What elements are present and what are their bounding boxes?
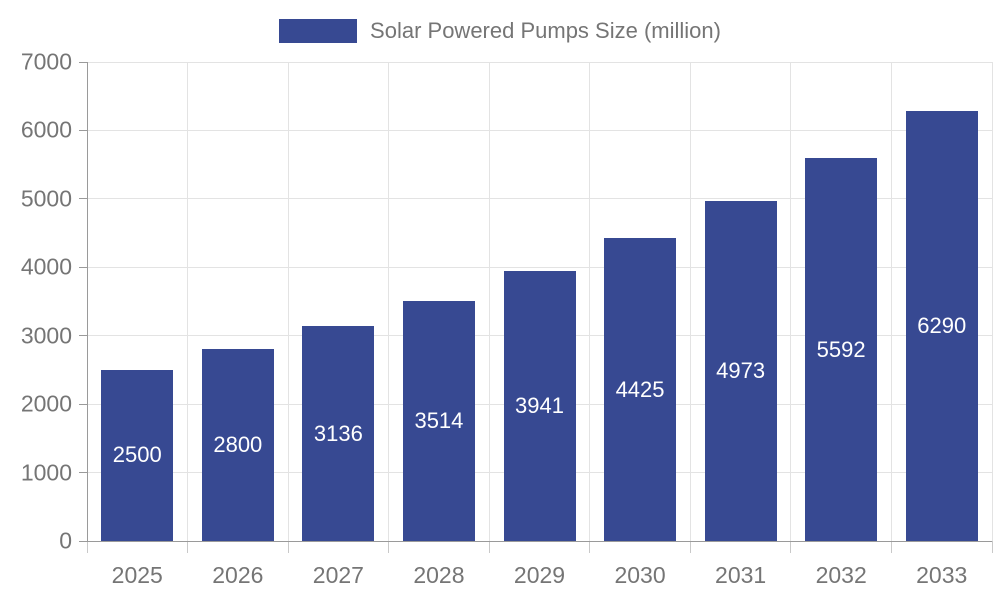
bar-2031[interactable]	[704, 200, 777, 541]
bar-2025[interactable]	[101, 369, 174, 541]
x-axis-tick	[388, 541, 390, 553]
y-axis-label: 0	[59, 527, 72, 554]
x-axis-tick	[689, 541, 691, 553]
x-axis-line	[79, 541, 992, 542]
x-axis-tick	[287, 541, 289, 553]
bar-value-label: 4425	[615, 376, 665, 402]
y-axis-label: 1000	[20, 459, 72, 486]
bar-2028[interactable]	[402, 300, 475, 541]
x-gridline	[890, 62, 892, 541]
x-axis-tick	[86, 541, 88, 553]
y-axis-label: 7000	[20, 48, 72, 75]
bar-value-label: 3136	[313, 420, 363, 446]
x-gridline	[287, 62, 289, 541]
bar-value-label: 6290	[917, 312, 967, 338]
x-axis-tick	[488, 541, 490, 553]
x-axis-label: 2030	[614, 562, 666, 588]
y-axis-tick	[79, 198, 87, 200]
x-axis-label: 2033	[916, 562, 968, 588]
x-axis-label: 2032	[815, 562, 867, 588]
x-axis-label: 2031	[715, 562, 767, 588]
chart-legend[interactable]: Solar Powered Pumps Size (million)	[0, 14, 1000, 48]
bar-2032[interactable]	[805, 158, 878, 541]
x-gridline	[388, 62, 390, 541]
y-gridline	[87, 198, 992, 200]
x-axis-tick	[991, 541, 993, 553]
y-gridline	[87, 266, 992, 268]
x-gridline	[589, 62, 591, 541]
bar-value-label: 3514	[414, 407, 464, 433]
x-gridline	[187, 62, 189, 541]
bar-value-label: 4973	[716, 357, 766, 383]
x-axis-tick	[890, 541, 892, 553]
bar-value-label: 3941	[515, 393, 564, 419]
y-axis-label: 3000	[20, 322, 72, 349]
y-axis-label: 2000	[20, 390, 72, 417]
y-axis-tick	[79, 61, 87, 63]
x-gridline	[790, 62, 792, 541]
x-axis-label: 2028	[413, 562, 465, 588]
x-axis-label: 2027	[312, 562, 364, 588]
y-axis-tick	[79, 403, 87, 405]
y-axis-line	[87, 62, 88, 541]
bar-2030[interactable]	[604, 238, 677, 541]
x-axis-label: 2029	[513, 562, 566, 588]
y-axis-tick	[79, 129, 87, 131]
x-gridline	[689, 62, 691, 541]
y-axis-label: 4000	[20, 253, 72, 280]
x-gridline	[991, 62, 993, 541]
bar-value-label: 2800	[213, 432, 263, 458]
y-axis-tick	[79, 266, 87, 268]
x-gridline	[488, 62, 490, 541]
bar-value-label: 2500	[112, 442, 162, 468]
x-axis-label: 2026	[212, 562, 264, 588]
x-axis-tick	[187, 541, 189, 553]
bar-2027[interactable]	[302, 326, 375, 541]
bar-2026[interactable]	[201, 349, 274, 541]
y-gridline	[87, 129, 992, 131]
bar-2029[interactable]	[503, 271, 576, 541]
x-axis-tick	[790, 541, 792, 553]
x-axis-tick	[589, 541, 591, 553]
bar-2033[interactable]	[905, 110, 978, 541]
x-axis-label: 2025	[111, 562, 163, 588]
y-axis-label: 5000	[20, 185, 72, 212]
y-gridline	[87, 61, 992, 63]
y-axis-label: 6000	[20, 116, 72, 143]
legend-label: Solar Powered Pumps Size (million)	[370, 18, 721, 43]
legend-swatch-icon	[279, 19, 358, 43]
y-axis-tick	[79, 472, 87, 474]
bar-value-label: 5592	[816, 336, 866, 362]
y-axis-tick	[79, 335, 87, 337]
